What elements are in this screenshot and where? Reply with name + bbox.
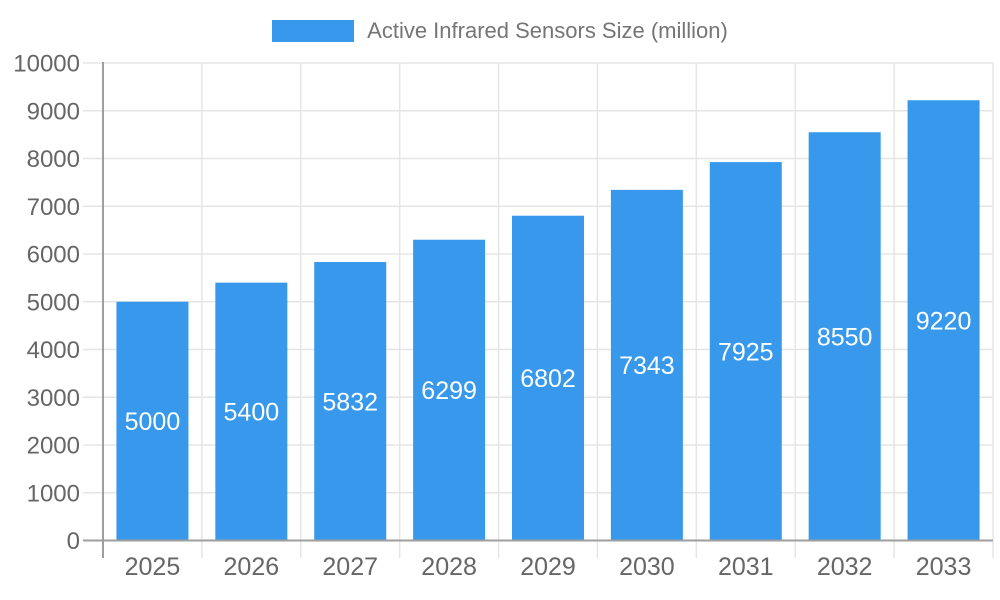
x-axis-tick-label-2030: 2030 (619, 553, 675, 581)
x-axis-tick-label-2033: 2033 (916, 553, 972, 581)
bar-2031[interactable] (709, 162, 782, 540)
bar-2026[interactable] (215, 282, 288, 540)
bar-2027[interactable] (314, 262, 387, 540)
bar-2030[interactable] (610, 189, 683, 540)
y-axis-tick-label: 8000 (27, 146, 80, 173)
x-axis-tick-label-2031: 2031 (718, 553, 774, 581)
bar-2028[interactable] (413, 239, 486, 540)
y-axis-tick-label: 1000 (27, 480, 80, 507)
bar-value-label-2033: 9220 (916, 307, 972, 335)
y-axis-tick-label: 2000 (27, 433, 80, 460)
bar-2033[interactable] (907, 100, 980, 540)
x-axis-tick-label-2028: 2028 (421, 553, 477, 581)
bar-value-label-2027: 5832 (322, 388, 378, 416)
x-axis-tick-label-2032: 2032 (817, 553, 873, 581)
x-axis-tick-label-2025: 2025 (125, 553, 181, 581)
bar-value-label-2025: 5000 (125, 408, 181, 436)
y-axis-tick-label: 5000 (27, 289, 80, 316)
y-axis-tick-label: 10000 (13, 51, 80, 78)
bar-2025[interactable] (116, 301, 189, 540)
bar-2029[interactable] (512, 215, 584, 540)
bar-value-label-2026: 5400 (224, 399, 280, 427)
bar-2032[interactable] (808, 132, 881, 540)
y-axis-tick-label: 3000 (27, 385, 80, 412)
bar-value-label-2030: 7343 (619, 352, 675, 380)
legend: Active Infrared Sensors Size (million) (0, 18, 1000, 44)
y-axis-tick-label: 6000 (27, 242, 80, 269)
y-axis-tick-label: 7000 (27, 194, 80, 221)
y-axis-tick-label: 4000 (27, 337, 80, 364)
bar-value-label-2032: 8550 (817, 323, 873, 351)
bar-value-label-2031: 7925 (718, 338, 774, 366)
bar-value-label-2029: 6802 (520, 365, 576, 393)
x-axis-tick-label-2027: 2027 (322, 553, 378, 581)
y-axis-tick-label: 0 (67, 528, 80, 555)
legend-label[interactable]: Active Infrared Sensors Size (million) (367, 18, 728, 43)
y-axis-tick-label: 9000 (27, 98, 80, 125)
x-axis-tick-label-2026: 2026 (224, 553, 280, 581)
legend-swatch[interactable] (272, 20, 355, 42)
x-axis-tick-label-2029: 2029 (520, 553, 576, 581)
bar-value-label-2028: 6299 (421, 377, 477, 405)
